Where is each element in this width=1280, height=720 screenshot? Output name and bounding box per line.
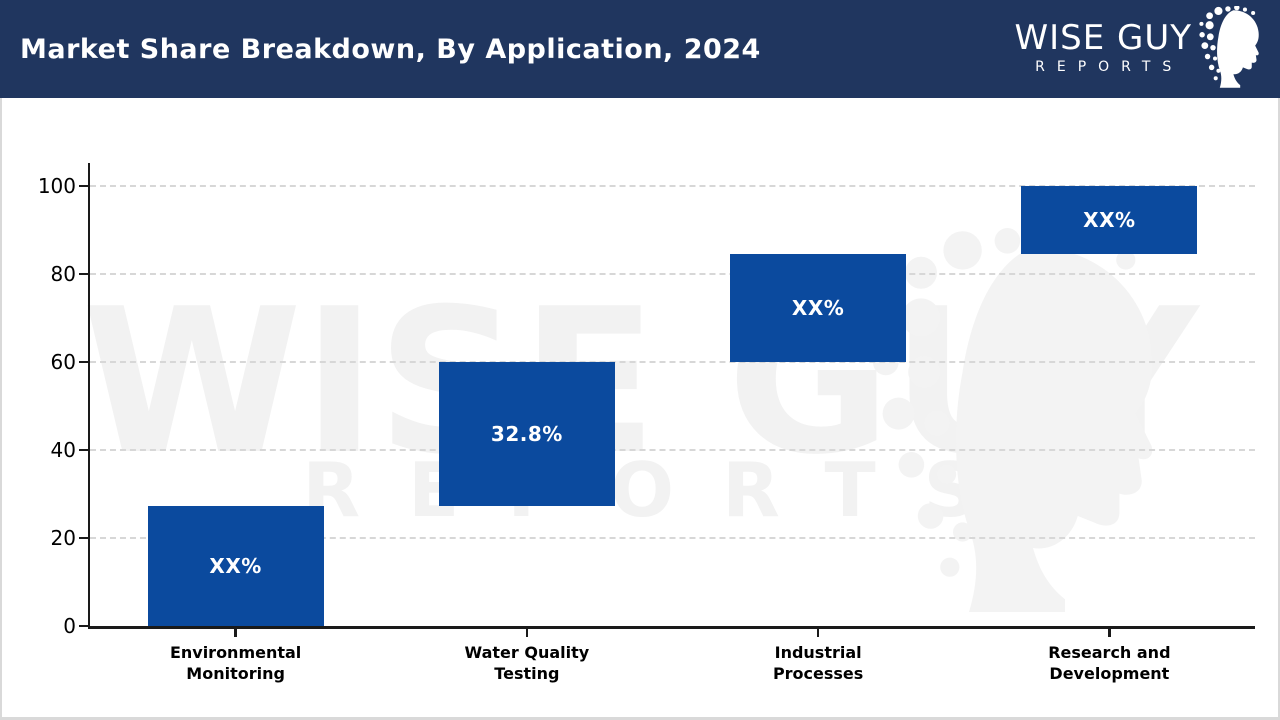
category-label-line: Water Quality [464,643,590,662]
x-axis-tick [234,628,237,637]
y-axis-tick-label: 100 [37,174,76,198]
y-axis-tick-label: 80 [50,262,76,286]
bar-segment: 32.8% [438,362,615,507]
gridline [90,449,1255,451]
y-axis-tick [79,272,88,276]
bar-segment: XX% [730,253,907,362]
category-label-line: Environmental [169,643,302,662]
category-label-line: Testing [494,664,560,683]
watermark-subtitle: REPORTS [302,446,1026,534]
category-label-line: Research and [1048,643,1171,662]
bar-segment: XX% [1021,186,1198,254]
y-axis-tick [79,184,88,188]
category-label-line: Development [1049,664,1170,683]
logo-wordmark: WISE GUY [1014,18,1192,58]
y-axis-tick-label: 40 [50,438,76,462]
x-axis-category-label: Water Quality Testing [387,642,667,684]
y-axis-tick-label: 60 [50,350,76,374]
x-axis [87,626,1255,629]
wise-guy-reports-logo: WISE GUY REPORTS [1014,6,1264,88]
x-axis-category-label: Environmental Monitoring [96,642,376,684]
y-axis [87,163,90,629]
category-label-line: Industrial [774,643,862,662]
x-axis-category-label: Industrial Processes [678,642,958,684]
y-axis-tick [79,536,88,540]
bar-value-label: XX% [1083,207,1136,232]
x-axis-tick [525,628,529,637]
chart-plot-area: WISE GUY REPORTS 0 20 40 60 80 100 XX% Environm… [0,98,1280,720]
gridline [90,537,1255,539]
category-label-line: Monitoring [186,664,285,683]
logo-text: WISE GUY REPORTS [1014,18,1192,76]
y-axis-tick-label: 0 [63,614,76,638]
header-bar: Market Share Breakdown, By Application, … [0,0,1280,98]
y-axis-tick [79,360,88,364]
logo-subtitle: REPORTS [1035,59,1184,75]
y-axis-tick [79,624,88,628]
chart-title: Market Share Breakdown, By Application, … [20,33,761,65]
bar-value-label: 32.8% [490,422,563,447]
gridline [90,273,1255,275]
bar-value-label: XX% [791,295,845,320]
x-axis-tick [816,628,820,637]
dotted-face-icon [1196,6,1264,88]
bar-value-label: XX% [209,554,262,579]
category-label-line: Processes [772,664,864,683]
x-axis-tick [1108,628,1111,637]
y-axis-tick-label: 20 [50,526,76,550]
y-axis-tick [79,448,88,452]
bar-segment: XX% [147,506,324,626]
x-axis-category-label: Research and Development [969,642,1249,684]
gridline [90,185,1255,187]
gridline [90,361,1255,363]
